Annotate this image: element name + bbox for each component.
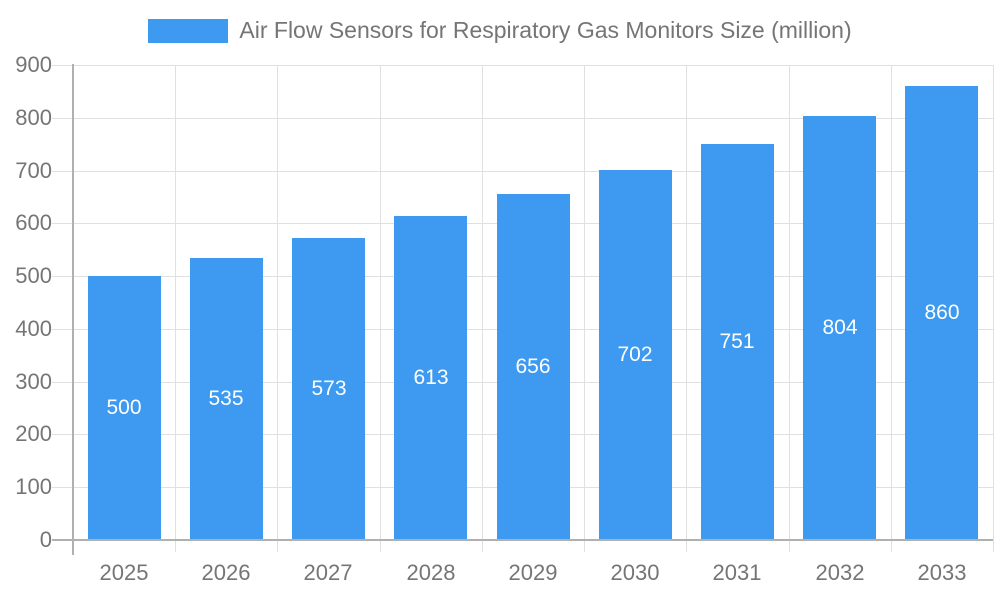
gridline-x-4: [482, 65, 483, 552]
x-axis-tick-label: 2028: [406, 560, 456, 585]
bar-2028[interactable]: [394, 216, 467, 540]
x-axis-tick-label: 2029: [508, 560, 558, 585]
y-axis-tick-label: 100: [15, 474, 52, 499]
x-axis-tick-label: 2031: [712, 560, 762, 585]
bar-value-label: 751: [719, 330, 755, 353]
bar-2025[interactable]: [88, 276, 161, 540]
y-axis-tick-label: 900: [15, 52, 52, 77]
y-axis-tick-label: 600: [15, 210, 52, 235]
gridline-x-9: [993, 65, 994, 552]
legend-swatch: [148, 18, 229, 43]
y-axis-tick-label: 300: [15, 369, 52, 394]
gridline-x-7: [789, 65, 790, 552]
bar-value-label: 804: [822, 316, 858, 339]
x-axis-line: [52, 539, 993, 541]
gridline-x-3: [380, 65, 381, 552]
y-axis-tick-label: 400: [15, 316, 52, 341]
gridline-x-5: [584, 65, 585, 552]
gridline-x-2: [277, 65, 278, 552]
y-axis-line: [72, 64, 74, 555]
gridline-x-8: [891, 65, 892, 552]
bar-2031[interactable]: [701, 144, 774, 540]
x-axis-tick-label: 2027: [303, 560, 353, 585]
legend-title: Air Flow Sensors for Respiratory Gas Mon…: [239, 17, 852, 43]
bar-2033[interactable]: [905, 86, 978, 540]
bar-value-label: 702: [617, 343, 653, 366]
y-axis-tick-label: 0: [39, 527, 52, 552]
gridline-y-900: [52, 65, 993, 66]
bar-value-label: 573: [311, 377, 347, 400]
x-axis-tick-label: 2032: [815, 560, 865, 585]
y-axis-tick-label: 200: [15, 421, 52, 446]
x-axis-tick-label: 2025: [99, 560, 149, 585]
x-axis-tick-label: 2026: [201, 560, 251, 585]
bar-value-label: 535: [208, 387, 244, 410]
gridline-x-6: [686, 65, 687, 552]
gridline-y-700: [52, 171, 993, 172]
y-axis-tick-label: 500: [15, 263, 52, 288]
bar-2029[interactable]: [497, 194, 570, 540]
gridline-x-1: [175, 65, 176, 552]
bar-value-label: 613: [413, 366, 449, 389]
bar-2030[interactable]: [599, 170, 672, 541]
bar-value-label: 860: [924, 301, 960, 324]
bar-2032[interactable]: [803, 116, 876, 540]
bar-value-label: 500: [106, 396, 142, 419]
x-axis-tick-label: 2030: [610, 560, 660, 585]
y-axis-tick-label: 800: [15, 105, 52, 130]
bar-2027[interactable]: [292, 238, 365, 540]
y-axis-tick-label: 700: [15, 158, 52, 183]
bar-2026[interactable]: [190, 258, 263, 540]
gridline-y-800: [52, 118, 993, 119]
x-axis-tick-label: 2033: [917, 560, 967, 585]
chart-legend[interactable]: Air Flow Sensors for Respiratory Gas Mon…: [0, 17, 1000, 44]
bar-value-label: 656: [515, 355, 551, 378]
